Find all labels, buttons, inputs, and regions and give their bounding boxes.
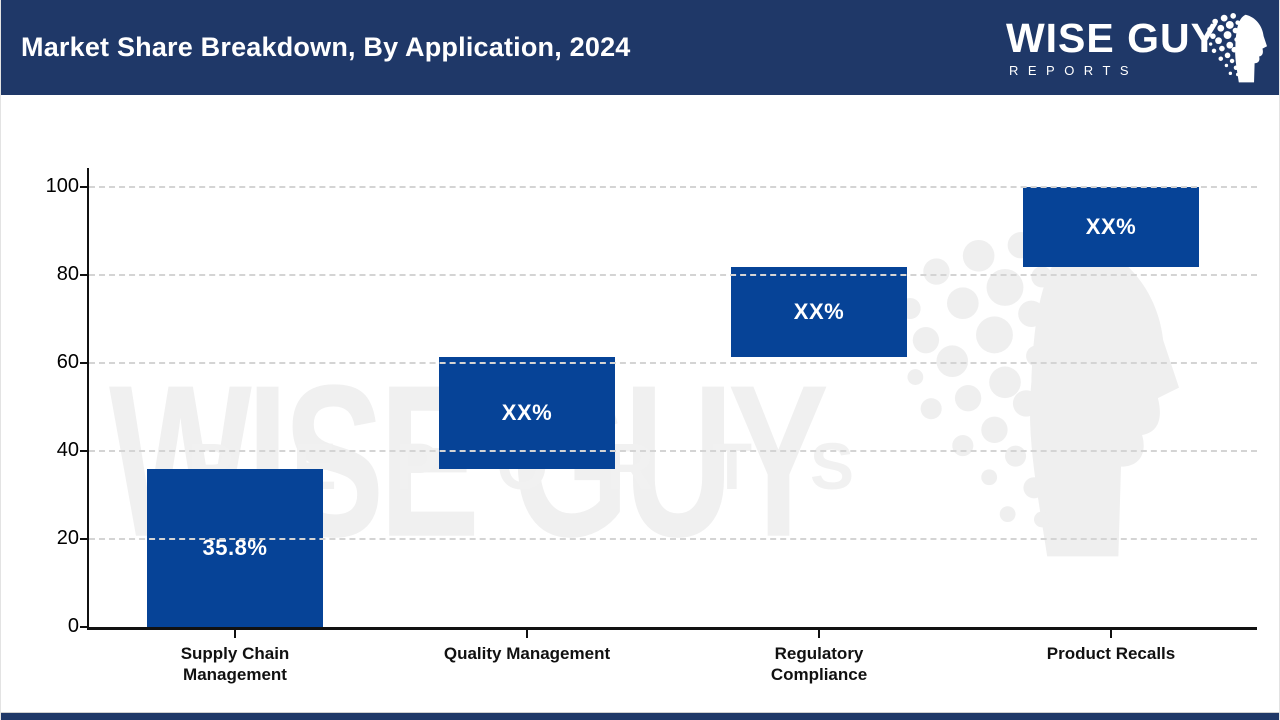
x-tick-2 (818, 630, 820, 638)
bar-regulatory-compliance: XX% (731, 267, 907, 357)
y-tick-label: 100 (45, 175, 79, 197)
header: Market Share Breakdown, By Application, … (1, 0, 1279, 95)
bar-value-label: XX% (793, 298, 845, 324)
page-title: Market Share Breakdown, By Application, … (21, 32, 631, 62)
wise-guy-logo: WISE GUY REPORTS (1006, 8, 1267, 88)
y-axis (87, 168, 89, 629)
x-tick-3 (1110, 630, 1112, 638)
gridline-60 (89, 362, 1257, 364)
footer-bar (1, 712, 1279, 720)
y-tick-label: 0 (67, 615, 79, 637)
y-tick-label: 20 (56, 527, 79, 549)
x-category-label: Regulatory Compliance (770, 644, 868, 685)
y-tick-60 (80, 362, 89, 364)
bar-value-label: XX% (501, 400, 553, 426)
x-tick-0 (234, 630, 236, 638)
bar-product-recalls: XX% (1023, 187, 1199, 268)
y-tick-80 (80, 274, 89, 276)
gridline-20 (89, 538, 1257, 540)
logo-wordmark: WISE GUY (1005, 14, 1219, 61)
y-tick-40 (80, 450, 89, 452)
bar-value-label: XX% (1085, 214, 1137, 240)
y-tick-0 (80, 626, 89, 628)
wise-guy-head-icon (1205, 8, 1267, 88)
x-category-label: Quality Management (443, 644, 611, 663)
y-tick-label: 40 (56, 439, 79, 461)
gridline-40 (89, 450, 1257, 452)
bar-supply-chain-management: 35.8% (147, 469, 323, 627)
y-tick-label: 60 (56, 351, 79, 373)
gridline-80 (89, 274, 1257, 276)
gridline-100 (89, 186, 1257, 188)
bar-quality-management: XX% (439, 356, 615, 470)
x-category-label: Supply Chain Management (180, 644, 290, 685)
logo-subtitle: REPORTS (1008, 62, 1139, 78)
logo-text: WISE GUY REPORTS (1005, 14, 1219, 78)
x-tick-1 (526, 630, 528, 638)
x-axis (87, 627, 1257, 630)
y-tick-label: 80 (56, 263, 79, 285)
y-tick-20 (80, 538, 89, 540)
chart-area: WISE GUY REPORTS 02040608010035.8%Supply… (1, 95, 1279, 713)
y-tick-100 (80, 186, 89, 188)
x-category-label: Product Recalls (1046, 644, 1176, 663)
